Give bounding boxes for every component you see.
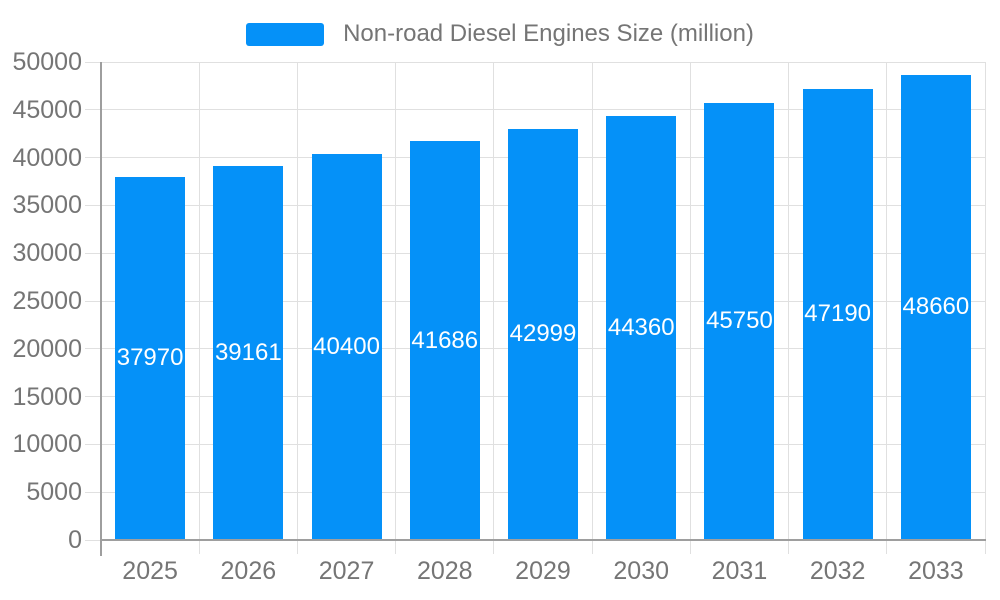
y-axis-tick-label: 15000: [12, 382, 82, 411]
gridline-vertical: [591, 62, 593, 554]
bar-2032: 47190: [802, 88, 873, 540]
legend: Non-road Diesel Engines Size (million): [0, 20, 1000, 48]
bar-value-label: 47190: [804, 300, 872, 328]
y-axis-tick-label: 20000: [12, 334, 82, 363]
bar-2025: 37970: [115, 177, 186, 540]
bar-2030: 44360: [606, 115, 677, 540]
gridline-vertical: [984, 62, 986, 554]
x-axis-tick-label: 2029: [515, 557, 571, 585]
gridline-horizontal: [85, 61, 985, 63]
bar-2028: 41686: [409, 141, 480, 540]
gridline-vertical: [689, 62, 691, 554]
y-axis-line: [100, 62, 102, 556]
bar-value-label: 41686: [411, 326, 479, 354]
gridline-vertical: [886, 62, 888, 554]
bar-2033: 48660: [900, 74, 971, 540]
x-axis-line: [100, 539, 986, 541]
gridline-vertical: [395, 62, 397, 554]
y-axis-tick-label: 10000: [12, 430, 82, 459]
bar-2026: 39161: [213, 165, 284, 540]
y-axis-tick-label: 40000: [12, 143, 82, 172]
y-axis-tick-label: 5000: [26, 478, 82, 507]
x-axis-tick-label: 2032: [809, 557, 866, 585]
bar-value-label: 37970: [116, 344, 184, 372]
gridline-vertical: [788, 62, 790, 554]
legend-swatch[interactable]: [246, 22, 325, 46]
x-axis-tick-label: 2027: [318, 557, 375, 585]
x-axis-tick-label: 2031: [711, 557, 768, 585]
x-axis-tick-label: 2025: [122, 557, 178, 585]
bar-2031: 45750: [704, 102, 775, 540]
bar-value-label: 48660: [902, 293, 970, 321]
y-axis-tick-label: 35000: [12, 191, 82, 220]
bar-value-label: 44360: [607, 313, 675, 341]
bar-value-label: 45750: [706, 307, 773, 335]
gridline-horizontal: [85, 109, 985, 111]
bar-2029: 42999: [508, 128, 578, 540]
bar-value-label: 42999: [509, 320, 577, 348]
x-axis-tick-label: 2033: [908, 557, 964, 585]
gridline-vertical: [493, 62, 495, 554]
bar-2027: 40400: [311, 153, 382, 540]
x-axis-tick-label: 2028: [416, 557, 473, 585]
x-axis-tick-label: 2030: [613, 557, 670, 585]
y-axis-tick-label: 0: [68, 526, 82, 554]
gridline-vertical: [296, 62, 298, 554]
y-axis-tick-label: 50000: [12, 48, 82, 76]
y-axis-tick-label: 45000: [12, 95, 82, 124]
bar-value-label: 40400: [313, 332, 380, 360]
bar-value-label: 39161: [214, 338, 282, 366]
x-axis-tick-label: 2026: [220, 557, 277, 585]
y-axis-tick-label: 30000: [12, 239, 82, 268]
y-axis-tick-label: 25000: [12, 287, 82, 315]
legend-item[interactable]: Non-road Diesel Engines Size (million): [246, 20, 754, 48]
legend-label: Non-road Diesel Engines Size (million): [343, 20, 754, 47]
gridline-vertical: [198, 62, 200, 554]
